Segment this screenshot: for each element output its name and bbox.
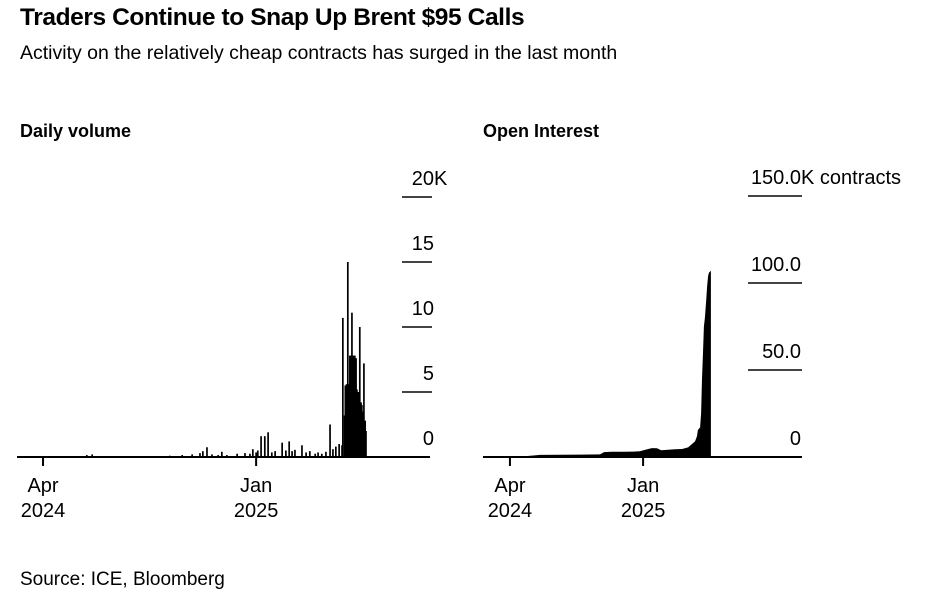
- volume-bar: [320, 453, 323, 457]
- volume-bar: [288, 441, 291, 457]
- volume-bar: [206, 447, 208, 457]
- volume-bar: [244, 453, 246, 457]
- volume-bar: [285, 450, 287, 457]
- volume-bar: [338, 444, 340, 457]
- volume-bar: [249, 453, 251, 457]
- volume-bar: [351, 355, 354, 457]
- volume-bar: [365, 431, 367, 457]
- y-tick-label: 100.0: [751, 254, 801, 276]
- volume-bar: [353, 355, 356, 457]
- x-tick-month-label: Jan: [240, 475, 272, 497]
- x-tick-month-label: Apr: [27, 475, 58, 497]
- volume-bar: [314, 453, 317, 457]
- source-note: Source: ICE, Bloomberg: [20, 569, 225, 590]
- y-tick-label: 20: [412, 168, 434, 190]
- volume-bar: [325, 451, 327, 457]
- y-tick-label: 0: [423, 428, 434, 450]
- volume-bar: [191, 454, 193, 457]
- volume-bar: [202, 451, 204, 457]
- volume-bar: [358, 327, 361, 457]
- volume-bar: [256, 450, 259, 457]
- volume-bar: [263, 436, 266, 457]
- y-tick-label: 10: [412, 298, 434, 320]
- volume-bar: [260, 436, 262, 457]
- volume-bar: [334, 446, 337, 457]
- volume-bar: [274, 451, 276, 457]
- figure-title: Traders Continue to Snap Up Brent $95 Ca…: [20, 4, 525, 31]
- volume-bar: [308, 451, 311, 457]
- x-tick-year-label: 2025: [621, 500, 666, 522]
- volume-bar: [221, 451, 223, 457]
- volume-bar: [329, 424, 331, 457]
- volume-bar: [255, 452, 257, 457]
- volume-bar: [349, 355, 351, 457]
- panel-title-daily-volume: Daily volume: [20, 121, 132, 141]
- volume-bar: [345, 384, 348, 457]
- volume-bar: [332, 449, 334, 457]
- volume-bar: [344, 385, 347, 457]
- y-tick-label: 5: [423, 363, 434, 385]
- volume-bar: [301, 445, 303, 457]
- x-tick-year-label: 2025: [234, 500, 279, 522]
- volume-bar: [267, 432, 269, 457]
- volume-bar: [363, 363, 365, 457]
- figure-subtitle: Activity on the relatively cheap contrac…: [20, 42, 618, 64]
- volume-bar: [361, 405, 363, 457]
- daily-volume-chart: 20 K 15 10 5 0 Apr 2024 Jan 2025: [17, 168, 448, 522]
- panel-title-open-interest: Open Interest: [483, 121, 600, 141]
- open-interest-chart: 150.0 K contracts 100.0 50.0 0 Apr 2024 Jan 2025: [483, 167, 901, 522]
- volume-bar: [211, 454, 213, 457]
- y-axis-unit-label: K: [434, 168, 448, 190]
- volume-bar: [251, 449, 254, 457]
- volume-bar: [199, 453, 201, 457]
- volume-bar: [342, 317, 344, 457]
- volume-bar: [317, 452, 319, 457]
- y-tick-label: 15: [412, 233, 434, 255]
- x-tick-year-label: 2024: [21, 500, 66, 522]
- y-axis-unit-label: K contracts: [801, 167, 901, 189]
- open-interest-area: [483, 270, 711, 457]
- volume-bar: [91, 454, 94, 457]
- volume-bar: [236, 453, 238, 457]
- x-tick-month-label: Apr: [494, 475, 525, 497]
- volume-bar: [305, 452, 307, 457]
- volume-bar: [356, 389, 358, 457]
- y-tick-label: 0: [790, 428, 801, 450]
- y-tick-label: 150.0: [751, 167, 801, 189]
- volume-bar: [291, 451, 293, 457]
- volume-bar: [281, 442, 283, 457]
- volume-bar: [346, 262, 349, 457]
- x-tick-month-label: Jan: [627, 475, 659, 497]
- volume-bar: [294, 449, 296, 457]
- volume-bar: [270, 452, 273, 457]
- x-tick-year-label: 2024: [488, 500, 533, 522]
- y-tick-label: 50.0: [762, 341, 801, 363]
